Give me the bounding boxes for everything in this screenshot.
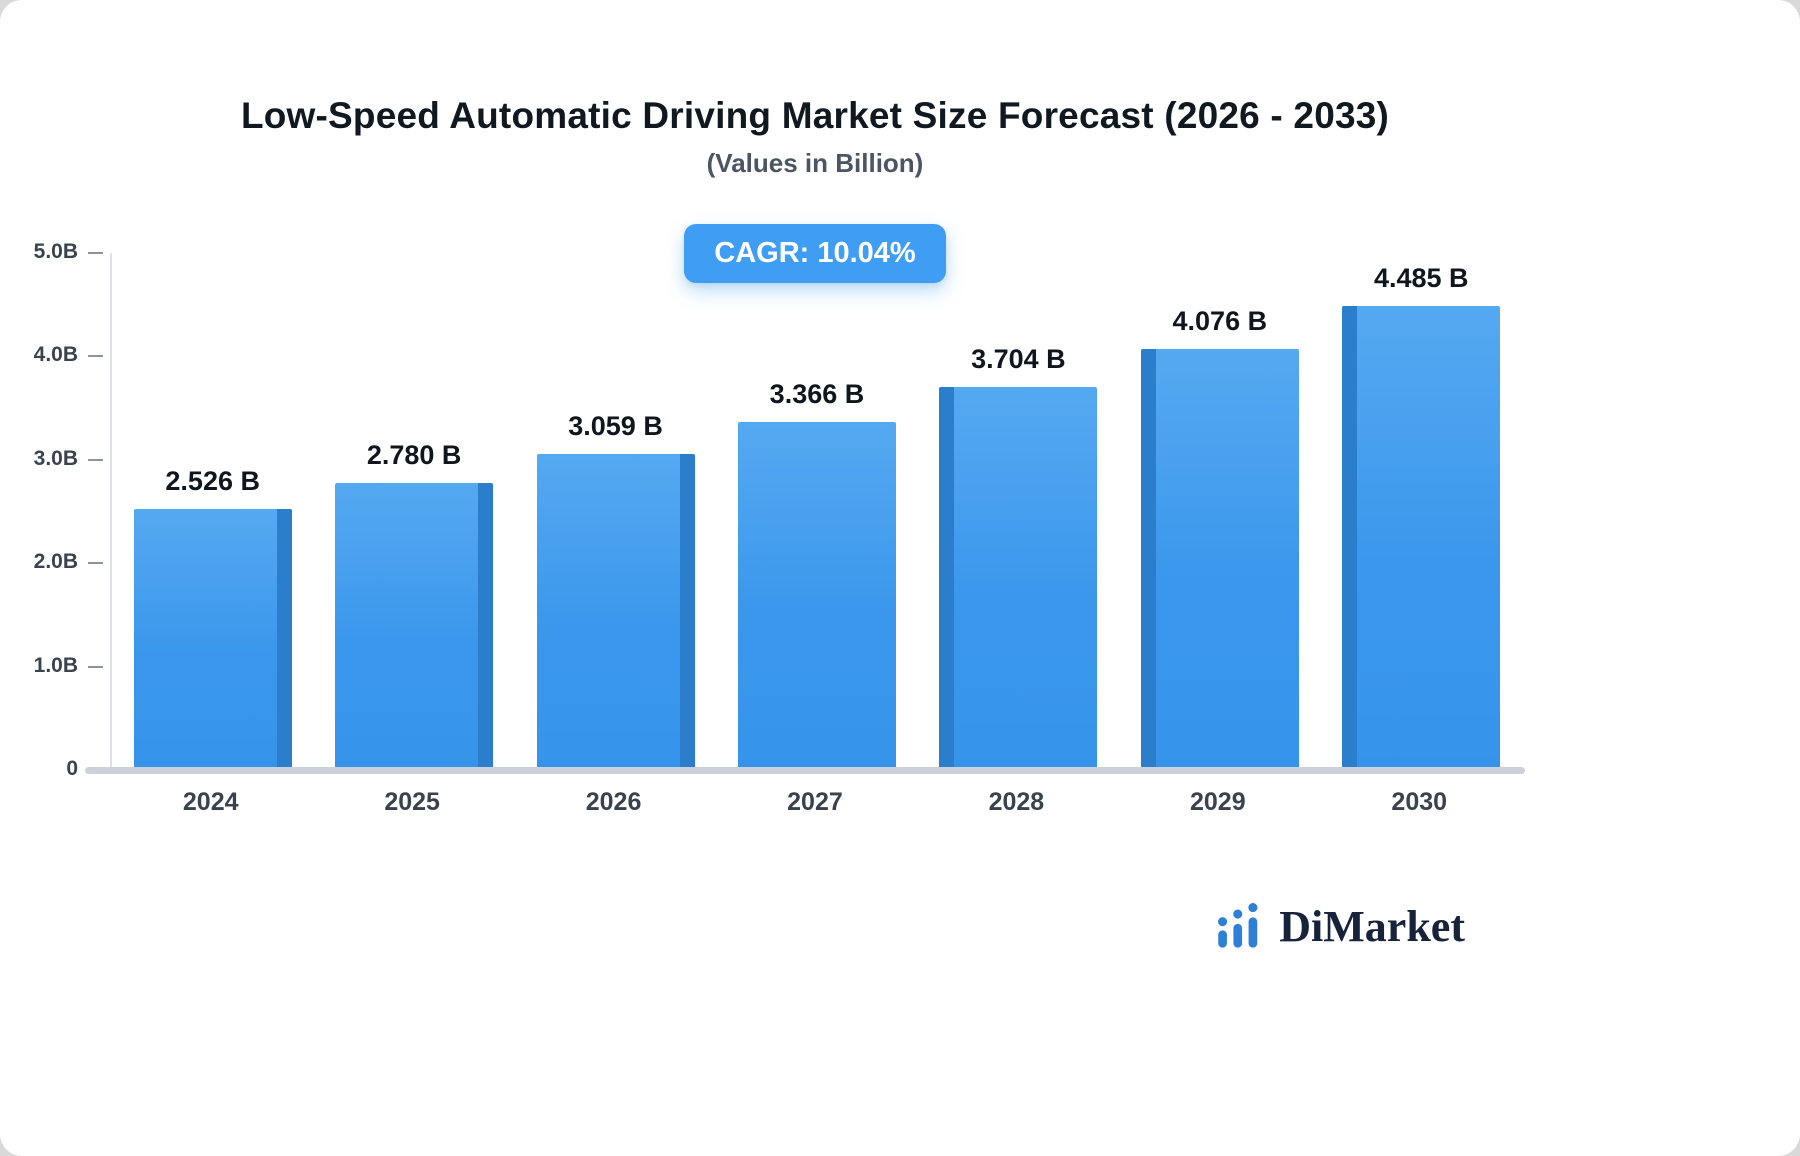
bar-value-label: 2.780 B [366,439,462,470]
bar-slot: 3.059 B [515,253,716,770]
bar-value-label: 3.704 B [971,344,1066,375]
bar-slot: 2.526 B [112,253,313,770]
bar-value-label: 4.076 B [1172,305,1268,336]
bar-2025[interactable]: 2.780 B [335,440,494,770]
x-axis-label-2029: 2029 [1190,788,1246,816]
dimarket-logo: DiMarket [1215,903,1465,949]
y-axis-tick [88,252,103,254]
y-axis-tick [88,458,103,461]
x-axis-label-2027: 2027 [787,788,843,816]
x-axis-label-2026: 2026 [585,788,642,816]
plot-area: 2.526 B 2.780 B 3.059 B 3.366 B 3.704 B 4.076… [110,253,1522,770]
y-axis-label: 0 [66,757,78,780]
x-axis-label-2025: 2025 [384,788,440,816]
y-axis-label: 2.0B [33,550,78,574]
dimarket-logo-icon [1218,903,1258,948]
bar-slot: 4.485 B [1321,253,1522,770]
y-axis-label: 5.0B [33,240,78,263]
bar-value-label: 2.526 B [165,465,260,496]
bar-2027[interactable]: 3.366 B [737,379,896,770]
chart-title: Low-Speed Automatic Driving Market Size … [240,95,1390,136]
cagr-badge: CAGR: 10.04% [684,224,946,283]
bar-shade-edge [1140,348,1156,770]
bar-shade-edge [939,387,955,770]
bar-value-label: 3.366 B [769,378,865,409]
y-axis-label: 3.0B [33,446,78,470]
x-axis-baseline [85,767,1525,774]
bar-slot: 3.704 B [918,253,1119,770]
x-axis: 2024 2025 2026 2027 2028 2029 2030 [110,788,1520,817]
y-axis-label: 1.0B [33,653,78,677]
bar-value-label: 4.485 B [1373,263,1469,294]
bar-2028[interactable]: 3.704 B [939,344,1098,770]
bar-slot: 4.076 B [1119,253,1320,770]
bar-2029[interactable]: 4.076 B [1140,306,1299,770]
bar-slot: 3.366 B [716,253,917,770]
y-axis-tick [88,355,103,358]
y-axis-tick [88,562,103,565]
dimarket-logo-text: DiMarket [1279,902,1465,951]
x-axis-label-2030: 2030 [1391,788,1448,816]
bar-2024[interactable]: 2.526 B [133,466,292,770]
bar-shade-edge [1342,306,1358,770]
x-axis-label-2024: 2024 [182,788,239,816]
bar-shade-edge [276,508,292,770]
y-axis-label: 4.0B [33,343,78,367]
bar-shade-edge [679,453,695,770]
bar-shade-edge [478,482,494,770]
x-axis-label-2028: 2028 [988,788,1045,816]
bar-value-label: 3.059 B [568,410,663,441]
bar-slot: 2.780 B [313,253,514,770]
bar-2026[interactable]: 3.059 B [536,411,695,770]
chart-subtitle: (Values in Billion) [706,148,924,178]
cagr-zone: CAGR: 10.04% [0,224,1630,283]
bar-2030[interactable]: 4.485 B [1342,263,1501,770]
y-axis-tick [88,665,103,668]
